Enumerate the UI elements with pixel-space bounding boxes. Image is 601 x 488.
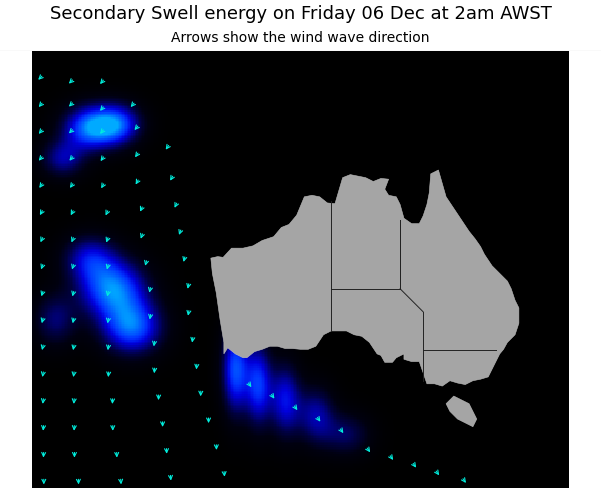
Polygon shape	[446, 396, 477, 427]
Text: Arrows show the wind wave direction: Arrows show the wind wave direction	[171, 31, 430, 45]
Polygon shape	[211, 170, 519, 386]
Text: Secondary Swell energy on Friday 06 Dec at 2am AWST: Secondary Swell energy on Friday 06 Dec …	[49, 5, 552, 23]
